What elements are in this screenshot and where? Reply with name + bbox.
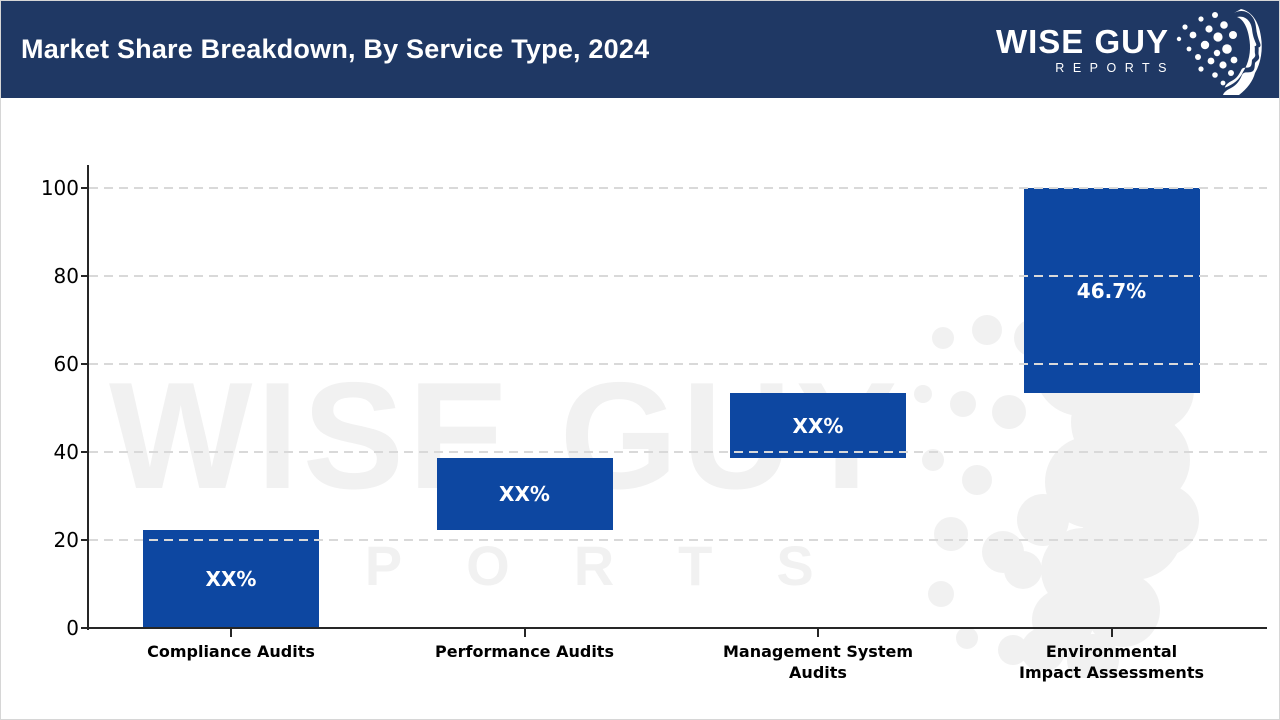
gridline-60 xyxy=(89,363,1267,365)
bar-value-label-4: 46.7% xyxy=(1076,278,1147,303)
y-tick-label-20: 20 xyxy=(53,528,79,552)
chart-area: WISE GUY REPORTS 0 20 40 60 80 100 XX% Complian… xyxy=(1,98,1279,713)
x-tick-label-4: Environmental Impact Assessments xyxy=(1019,642,1204,682)
x-tick-2 xyxy=(523,628,526,637)
y-tick-label-60: 60 xyxy=(53,352,79,376)
wise-guy-logo: WISE GUY REPORTS xyxy=(996,5,1267,95)
x-tick-label-2: Performance Audits xyxy=(435,642,614,661)
logo-wordmark: WISE GUY REPORTS xyxy=(996,25,1169,75)
x-tick-label-1: Compliance Audits xyxy=(147,642,315,661)
x-tick-1 xyxy=(230,628,232,637)
y-tick-label-40: 40 xyxy=(53,440,79,464)
logo-wordmark-line1: WISE GUY xyxy=(995,22,1169,60)
gridline-100 xyxy=(89,187,1267,189)
bar-value-label-2: XX% xyxy=(499,482,550,507)
y-axis xyxy=(87,165,89,630)
y-tick-100 xyxy=(81,187,89,189)
x-tick-4 xyxy=(1110,628,1113,637)
y-tick-label-80: 80 xyxy=(53,264,79,288)
bar-value-label-3: XX% xyxy=(792,413,844,438)
x-tick-label-3: Management System Audits xyxy=(723,642,913,682)
gridline-40 xyxy=(89,451,1267,453)
logo-face-icon xyxy=(1176,8,1262,95)
header-bar: Market Share Breakdown, By Service Type,… xyxy=(1,1,1279,98)
x-axis xyxy=(87,627,1267,629)
bar-1 xyxy=(143,530,319,628)
y-tick-40 xyxy=(81,451,89,453)
bar-4 xyxy=(1023,188,1200,394)
y-tick-0 xyxy=(81,627,89,629)
bar-2 xyxy=(436,458,613,531)
y-tick-label-0: 0 xyxy=(66,616,79,640)
y-tick-20 xyxy=(81,539,89,541)
y-tick-80 xyxy=(81,275,89,277)
page-title: Market Share Breakdown, By Service Type,… xyxy=(21,34,650,64)
y-tick-60 xyxy=(81,363,89,365)
x-tick-3 xyxy=(817,628,819,637)
gridline-20 xyxy=(89,539,1267,541)
y-tick-label-100: 100 xyxy=(40,176,79,200)
bar-3 xyxy=(730,393,906,459)
gridline-80 xyxy=(89,275,1267,277)
logo-wordmark-line2: REPORTS xyxy=(1055,60,1175,75)
bar-value-label-1: XX% xyxy=(205,567,257,592)
